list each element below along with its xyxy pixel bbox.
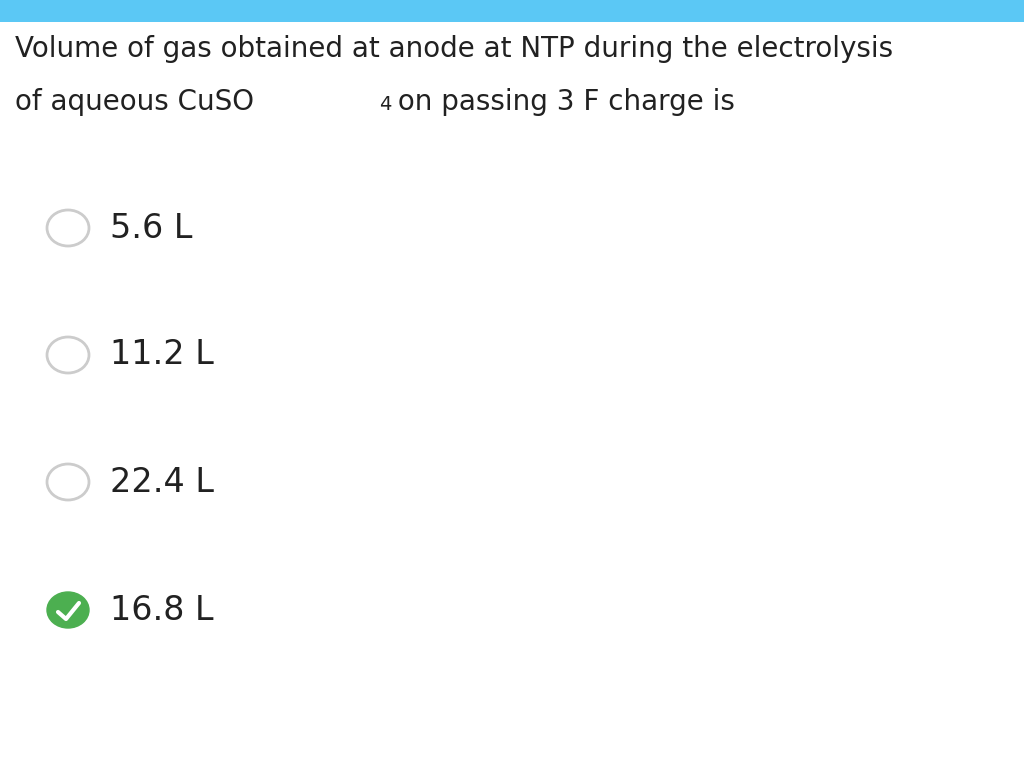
Text: 5.6 L: 5.6 L: [110, 212, 193, 245]
Text: of aqueous CuSO: of aqueous CuSO: [15, 88, 254, 116]
Text: 22.4 L: 22.4 L: [110, 466, 214, 498]
Bar: [0, 0, 1024, 22]
Text: 4: 4: [379, 95, 391, 114]
Text: 16.8 L: 16.8 L: [110, 594, 213, 626]
Text: Volume of gas obtained at anode at NTP during the electrolysis: Volume of gas obtained at anode at NTP d…: [15, 35, 893, 63]
Text: on passing 3 F charge is: on passing 3 F charge is: [389, 88, 734, 116]
Text: 11.2 L: 11.2 L: [110, 338, 214, 372]
Ellipse shape: [47, 592, 89, 628]
